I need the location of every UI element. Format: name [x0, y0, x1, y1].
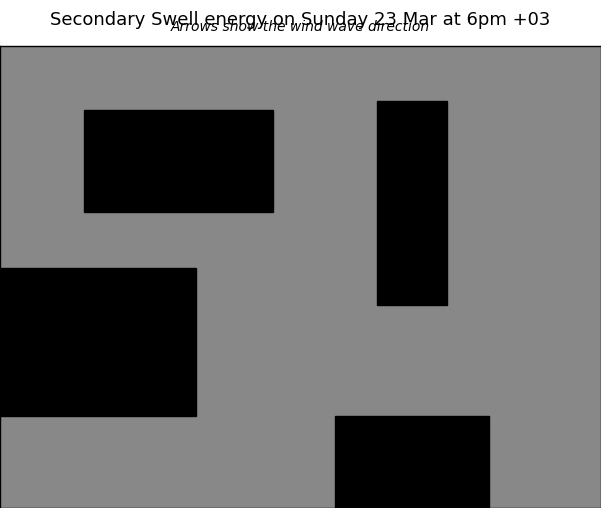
Polygon shape	[335, 416, 489, 508]
Text: Arrows show the wind wave direction: Arrows show the wind wave direction	[171, 20, 430, 34]
Polygon shape	[377, 101, 447, 305]
Text: Secondary Swell energy on Sunday 23 Mar at 6pm +03: Secondary Swell energy on Sunday 23 Mar …	[50, 12, 551, 29]
Polygon shape	[0, 268, 196, 416]
Polygon shape	[84, 110, 272, 212]
